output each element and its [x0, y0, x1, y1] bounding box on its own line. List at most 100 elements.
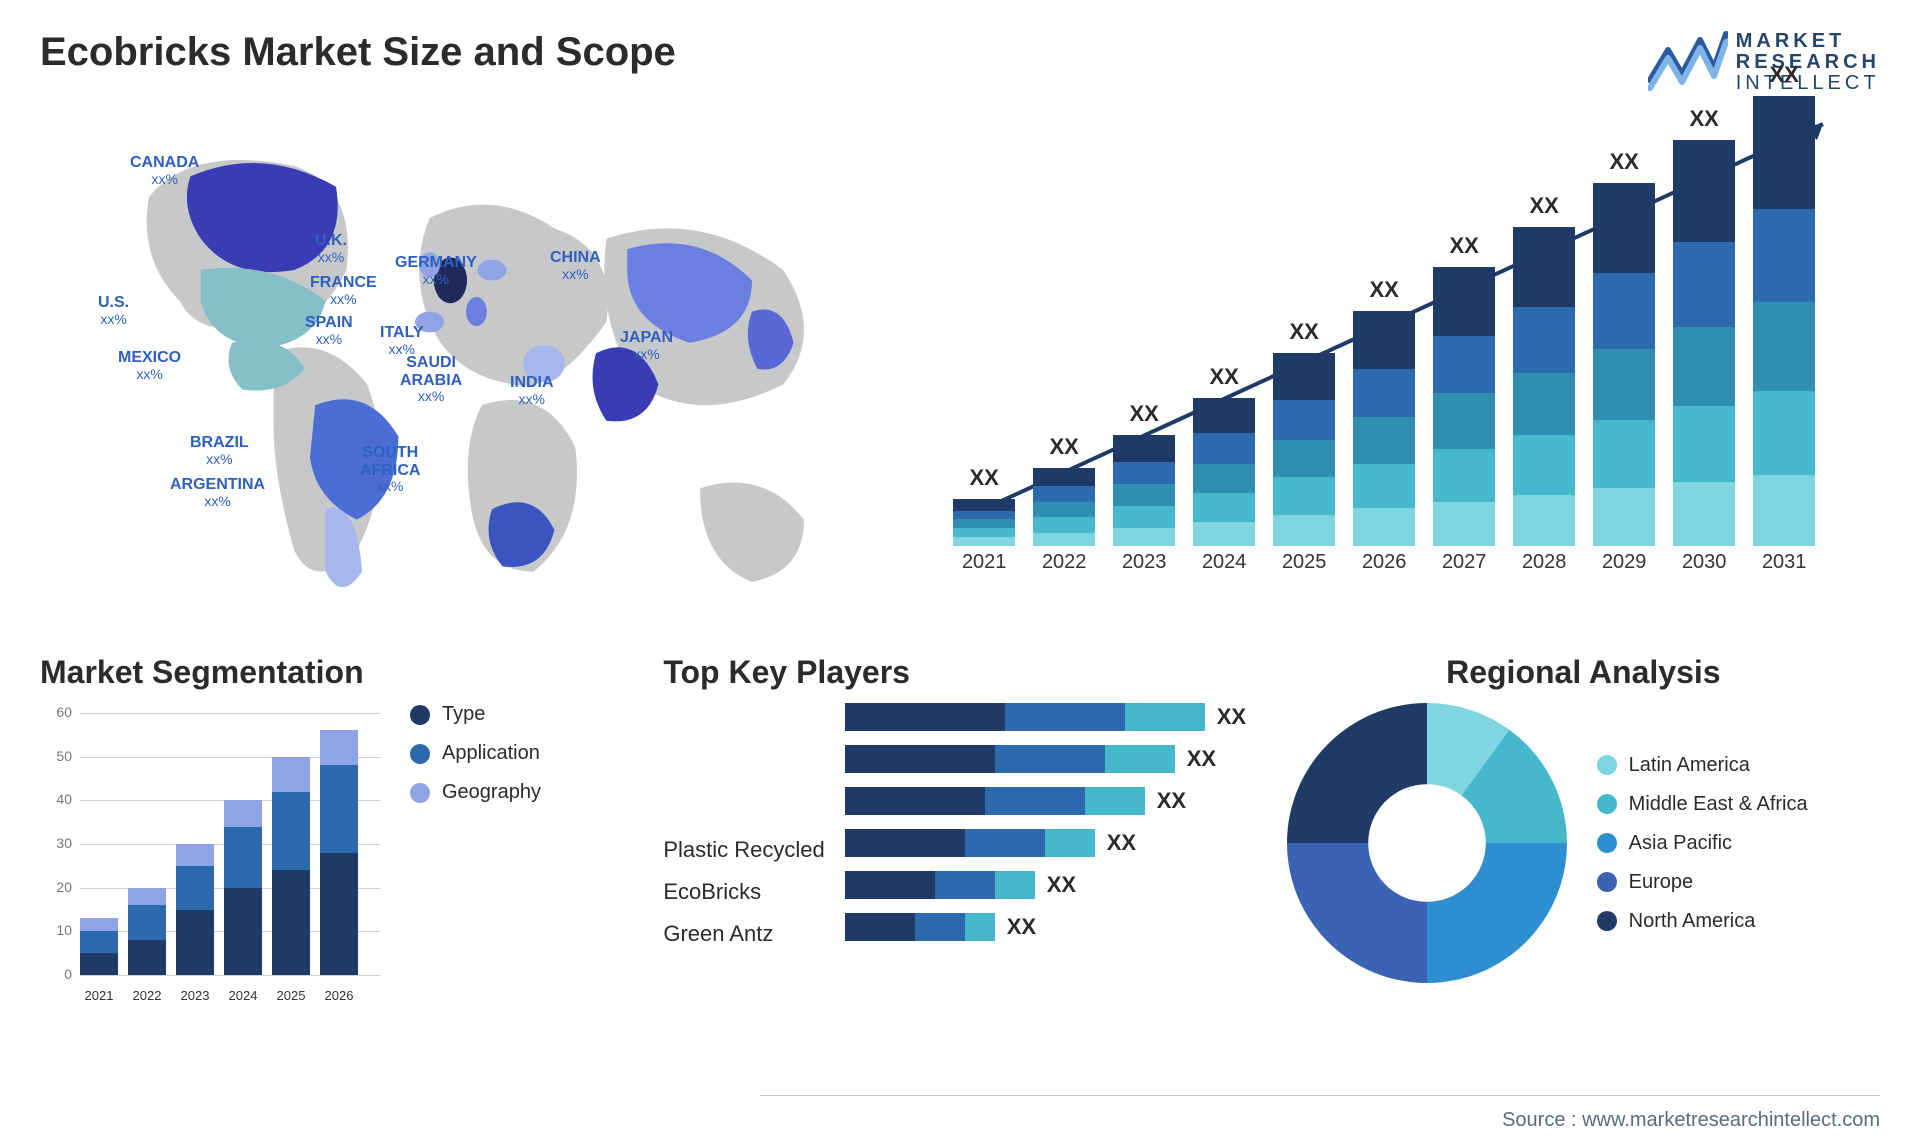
map-label: JAPANxx% — [620, 329, 673, 362]
bar-segment — [1753, 209, 1815, 302]
bar-segment — [1673, 482, 1735, 546]
hbar-segment — [1105, 745, 1175, 773]
legend-swatch — [1597, 872, 1617, 892]
map-label: FRANCExx% — [310, 274, 377, 307]
player-name-label: Green Antz — [663, 913, 824, 955]
bar-segment — [1193, 433, 1255, 464]
bar-segment — [1433, 502, 1495, 546]
legend-label: Middle East & Africa — [1629, 793, 1808, 816]
hbar-value-label: XX — [1007, 914, 1036, 940]
source-label: Source : www.marketresearchintellect.com — [1502, 1109, 1880, 1132]
legend-swatch — [1597, 755, 1617, 775]
bar-segment — [1673, 242, 1735, 326]
page-title: Ecobricks Market Size and Scope — [40, 30, 676, 75]
bar-segment — [272, 870, 310, 975]
legend-swatch — [410, 783, 430, 803]
y-axis-label: 30 — [40, 835, 72, 851]
hbar-segment — [845, 829, 965, 857]
hbar-row: XX — [845, 787, 1257, 815]
bar-stack — [1673, 140, 1735, 546]
map-label: SOUTH AFRICAxx% — [360, 444, 420, 495]
bar-segment — [1273, 353, 1335, 400]
x-axis-label: 2024 — [229, 988, 258, 1003]
hbar-segment — [845, 871, 935, 899]
bar-segment — [1593, 349, 1655, 420]
players-label-list: Plastic RecycledEcoBricksGreen Antz — [663, 703, 824, 955]
legend-swatch — [1597, 911, 1617, 931]
bar-segment — [1113, 528, 1175, 546]
bar-stack — [953, 499, 1015, 546]
donut-chart — [1287, 703, 1567, 983]
x-axis-label: 2025 — [1282, 551, 1327, 574]
bar-segment — [1513, 495, 1575, 546]
y-axis-label: 20 — [40, 879, 72, 895]
bar-stack — [272, 757, 310, 975]
hbar-row: XX — [845, 745, 1257, 773]
bar-top-label: XX — [1210, 364, 1239, 390]
map-label: U.S.xx% — [98, 294, 129, 327]
x-axis-label: 2031 — [1762, 551, 1807, 574]
segmentation-title: Market Segmentation — [40, 654, 633, 691]
map-panel: CANADAxx%U.S.xx%MEXICOxx%BRAZILxx%ARGENT… — [40, 114, 923, 634]
x-axis-label: 2021 — [85, 988, 114, 1003]
bar-segment — [1033, 502, 1095, 518]
map-label: ARGENTINAxx% — [170, 476, 265, 509]
logo-icon — [1648, 30, 1728, 94]
legend-item: Application — [410, 742, 541, 765]
hbar-segment — [965, 829, 1045, 857]
player-name-label: EcoBricks — [663, 871, 824, 913]
x-axis-label: 2022 — [133, 988, 162, 1003]
map-label: INDIAxx% — [510, 374, 554, 407]
segmentation-chart: 0102030405060202120222023202420252026 — [40, 703, 380, 1003]
legend-label: Latin America — [1629, 754, 1750, 777]
bar-segment — [1113, 435, 1175, 462]
bar-segment — [1593, 273, 1655, 348]
hbar — [845, 871, 1035, 899]
legend-swatch — [1597, 833, 1617, 853]
bar-segment — [1193, 464, 1255, 493]
map-label: GERMANYxx% — [395, 254, 477, 287]
bar-segment — [953, 537, 1015, 546]
hbar-segment — [935, 871, 995, 899]
bar-segment — [1353, 417, 1415, 464]
bar-segment — [1433, 267, 1495, 336]
bar-segment — [1513, 373, 1575, 435]
donut-slice — [1427, 843, 1567, 983]
hbar — [845, 913, 995, 941]
legend-item: Europe — [1597, 871, 1808, 894]
bar-segment — [1593, 183, 1655, 274]
bar-segment — [1113, 484, 1175, 506]
segmentation-legend: TypeApplicationGeography — [410, 703, 541, 804]
bar-segment — [1193, 522, 1255, 546]
legend-item: North America — [1597, 910, 1808, 933]
bar-segment — [1513, 307, 1575, 373]
legend-label: Europe — [1629, 871, 1694, 894]
y-axis-label: 40 — [40, 791, 72, 807]
map-label: CANADAxx% — [130, 154, 199, 187]
bar-segment — [128, 905, 166, 940]
bar-segment — [1193, 398, 1255, 433]
bar-segment — [176, 910, 214, 976]
bottom-row: Market Segmentation 01020304050602021202… — [40, 654, 1880, 1003]
hbar-segment — [1125, 703, 1205, 731]
bar-segment — [1273, 515, 1335, 546]
x-axis-label: 2023 — [181, 988, 210, 1003]
bar-segment — [1673, 406, 1735, 481]
logo-line2: RESEARCH — [1736, 52, 1880, 73]
map-label: ITALYxx% — [380, 324, 424, 357]
bar-segment — [320, 765, 358, 852]
bar-segment — [224, 800, 262, 826]
header: Ecobricks Market Size and Scope MARKET R… — [40, 30, 1880, 94]
legend-item: Type — [410, 703, 541, 726]
hbar-value-label: XX — [1157, 788, 1186, 814]
legend-item: Latin America — [1597, 754, 1808, 777]
hbar-value-label: XX — [1217, 704, 1246, 730]
hbar-segment — [915, 913, 965, 941]
x-axis-label: 2028 — [1522, 551, 1567, 574]
bar-top-label: XX — [1690, 106, 1719, 132]
hbar-segment — [995, 745, 1105, 773]
bar-segment — [176, 866, 214, 910]
bar-segment — [128, 940, 166, 975]
regional-panel: Regional Analysis Latin AmericaMiddle Ea… — [1287, 654, 1880, 1003]
bar-segment — [953, 511, 1015, 520]
